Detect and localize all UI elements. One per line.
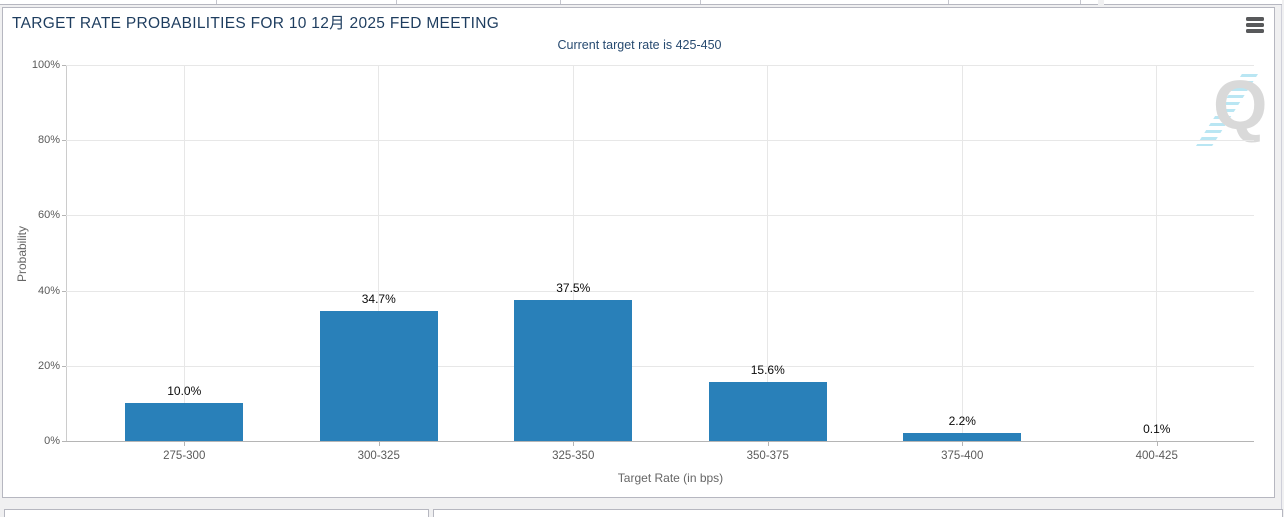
horizontal-gridline xyxy=(66,290,1254,292)
top-row-separator xyxy=(948,0,949,4)
y-tick-label: 60% xyxy=(37,209,60,222)
y-axis-tick xyxy=(62,365,66,367)
y-tick-label: 0% xyxy=(44,435,60,447)
probability-bar[interactable] xyxy=(125,403,244,441)
top-row-separator xyxy=(396,0,397,4)
y-tick-label: 80% xyxy=(37,134,60,147)
probability-bar[interactable] xyxy=(903,432,1022,441)
top-partial-row xyxy=(0,0,1098,5)
category-label: 300-325 xyxy=(357,450,400,462)
bar-value-label: 37.5% xyxy=(556,281,591,295)
y-axis-tick xyxy=(62,215,66,217)
x-axis-tick xyxy=(378,442,380,446)
x-axis-tick xyxy=(962,442,964,446)
top-row-separator xyxy=(560,0,561,4)
y-axis-tick xyxy=(62,140,66,142)
probability-bar[interactable] xyxy=(514,300,633,441)
bottom-partial-panel-right xyxy=(433,509,1283,517)
x-axis-title: Target Rate (in bps) xyxy=(617,471,724,485)
chart-subtitle: Current target rate is 425-450 xyxy=(557,38,722,52)
y-axis-tick xyxy=(62,290,66,292)
page-right-border xyxy=(1281,0,1282,517)
watermark-q-logo: Q xyxy=(1213,66,1268,144)
y-axis-tick xyxy=(62,441,66,442)
y-axis-title: Probability xyxy=(15,225,29,283)
horizontal-gridline xyxy=(66,365,1254,367)
vertical-gridline xyxy=(1156,65,1158,441)
vertical-gridline xyxy=(378,65,380,441)
y-axis-tick xyxy=(62,65,66,66)
horizontal-gridline xyxy=(66,140,1254,142)
chart-title: TARGET RATE PROBABILITIES FOR 10 12月 202… xyxy=(12,15,500,32)
top-partial-row-right xyxy=(1104,0,1282,5)
probability-bar[interactable] xyxy=(708,382,827,441)
chart-menu-button[interactable] xyxy=(1244,15,1266,35)
top-row-separator xyxy=(700,0,701,4)
bar-value-label: 10.0% xyxy=(167,384,202,399)
top-row-separator xyxy=(1080,0,1081,4)
x-axis-tick xyxy=(1156,442,1158,446)
category-label: 350-375 xyxy=(746,450,789,462)
y-tick-label: 100% xyxy=(31,59,60,71)
top-row-separator xyxy=(216,0,217,4)
x-axis-line xyxy=(66,441,1254,442)
category-label: 375-400 xyxy=(941,450,984,462)
bar-value-label: 2.2% xyxy=(948,413,976,428)
bottom-partial-panel-left xyxy=(4,509,429,517)
horizontal-gridline xyxy=(66,215,1254,217)
hamburger-icon xyxy=(1244,15,1266,35)
vertical-gridline xyxy=(961,65,963,441)
x-axis-tick xyxy=(184,442,186,446)
category-label: 325-350 xyxy=(552,450,595,462)
category-label: 400-425 xyxy=(1135,450,1178,462)
y-tick-label: 20% xyxy=(37,359,60,372)
horizontal-gridline xyxy=(66,65,1254,66)
x-axis-tick xyxy=(573,442,575,446)
vertical-gridline xyxy=(572,65,574,441)
probability-bar[interactable] xyxy=(319,310,438,441)
x-axis-tick xyxy=(767,442,769,446)
category-label: 275-300 xyxy=(163,450,206,462)
vertical-gridline xyxy=(767,65,769,441)
y-tick-label: 40% xyxy=(37,284,60,297)
bar-value-label: 0.1% xyxy=(1143,421,1171,436)
bar-value-label: 15.6% xyxy=(750,363,785,378)
vertical-gridline xyxy=(183,65,185,441)
y-axis-line xyxy=(66,65,67,441)
bar-value-label: 34.7% xyxy=(361,291,396,306)
